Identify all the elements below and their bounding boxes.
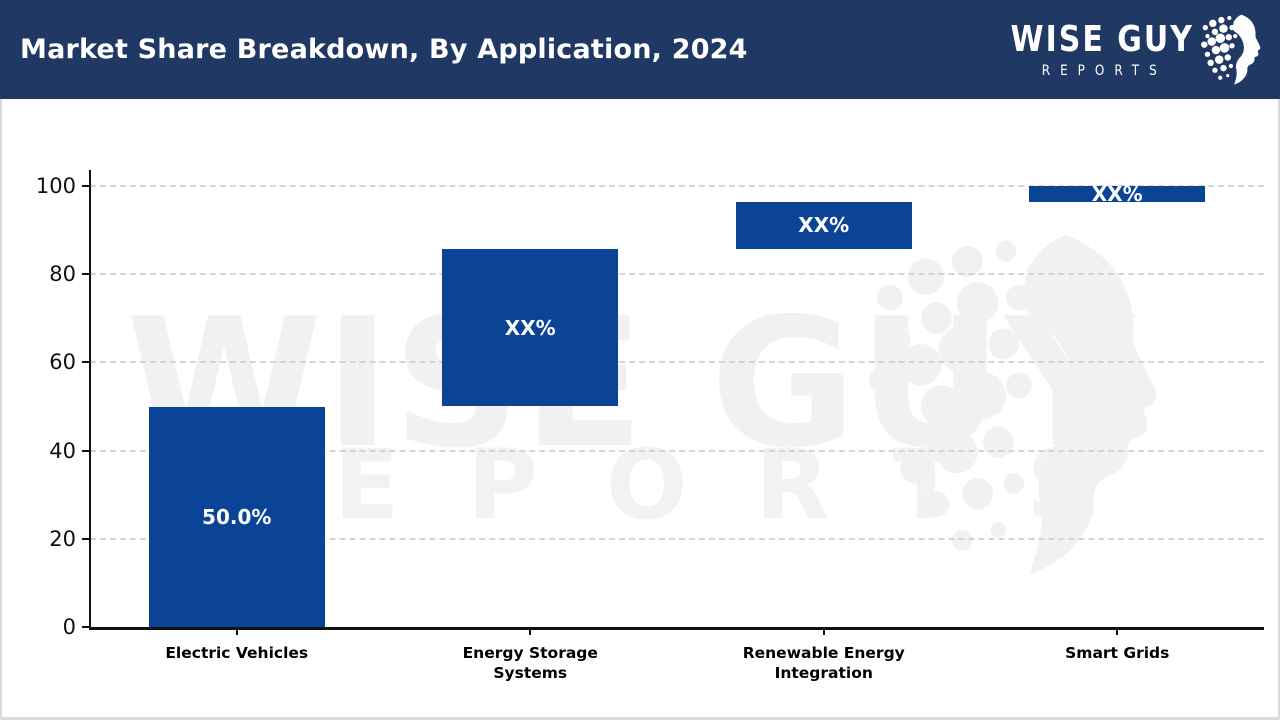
y-tick-mark [82,537,90,540]
category-label-line: Smart Grids [1065,644,1170,662]
gridline-y-40 [90,449,1264,452]
y-tick-label: 40 [49,438,76,463]
gridline-y-20 [90,537,1264,540]
category-label: Electric Vehicles [90,643,384,663]
bar-value-label: XX% [504,315,556,340]
y-tick-label: 80 [49,262,76,287]
bar-segment: XX% [442,249,619,407]
category-label-line: Electric Vehicles [165,644,309,662]
bar-segment: 50.0% [148,406,325,627]
x-tick-mark [822,627,825,635]
category-label: Renewable Energy Integration [677,643,971,683]
y-tick-label: 60 [49,350,76,375]
category-label-line: Energy Storage [462,644,598,662]
gridline-y-100 [90,185,1264,187]
bar-segment: XX% [1029,181,1206,206]
category-label-line: Systems [493,664,568,682]
logo-text: WISE GUY REPORTS [1010,22,1194,78]
category-label-line: Renewable Energy [742,644,905,662]
y-tick-label: 20 [49,526,76,551]
category-label: Smart Grids [971,643,1265,663]
chart-canvas: WISE GUY REPORTS 0 20 40 60 80 100 50.0% Electr… [0,99,1280,720]
x-tick-mark [529,627,532,635]
watermark-head-icon [869,235,1157,574]
y-tick-mark [82,185,90,187]
category-label-line: Integration [774,664,873,682]
gridline-y-60 [90,361,1264,364]
gridline-y-80 [90,273,1264,276]
x-axis-line [89,627,1264,630]
chart-title: Market Share Breakdown, By Application, … [20,34,748,65]
logo-head-icon [1201,14,1261,85]
bar-segment: XX% [735,201,912,250]
y-tick-label: 0 [62,615,76,639]
y-tick-mark [82,361,90,364]
y-tick-mark [82,626,90,628]
header-bar: Market Share Breakdown, By Application, … [0,0,1280,99]
bar-value-label: 50.0% [202,504,272,529]
x-tick-mark [235,627,238,635]
y-tick-mark [82,449,90,452]
y-axis-line [89,170,91,629]
logo-wordmark: WISE GUY [1010,19,1194,61]
bar-value-label: XX% [1091,181,1143,206]
logo-subtext: REPORTS [1041,61,1167,79]
category-label: Energy Storage Systems [384,643,678,683]
brand-logo: WISE GUY REPORTS [1010,6,1264,94]
x-tick-mark [1116,627,1119,635]
y-tick-mark [82,273,90,276]
bar-value-label: XX% [798,213,850,238]
y-tick-label: 100 [35,174,76,198]
